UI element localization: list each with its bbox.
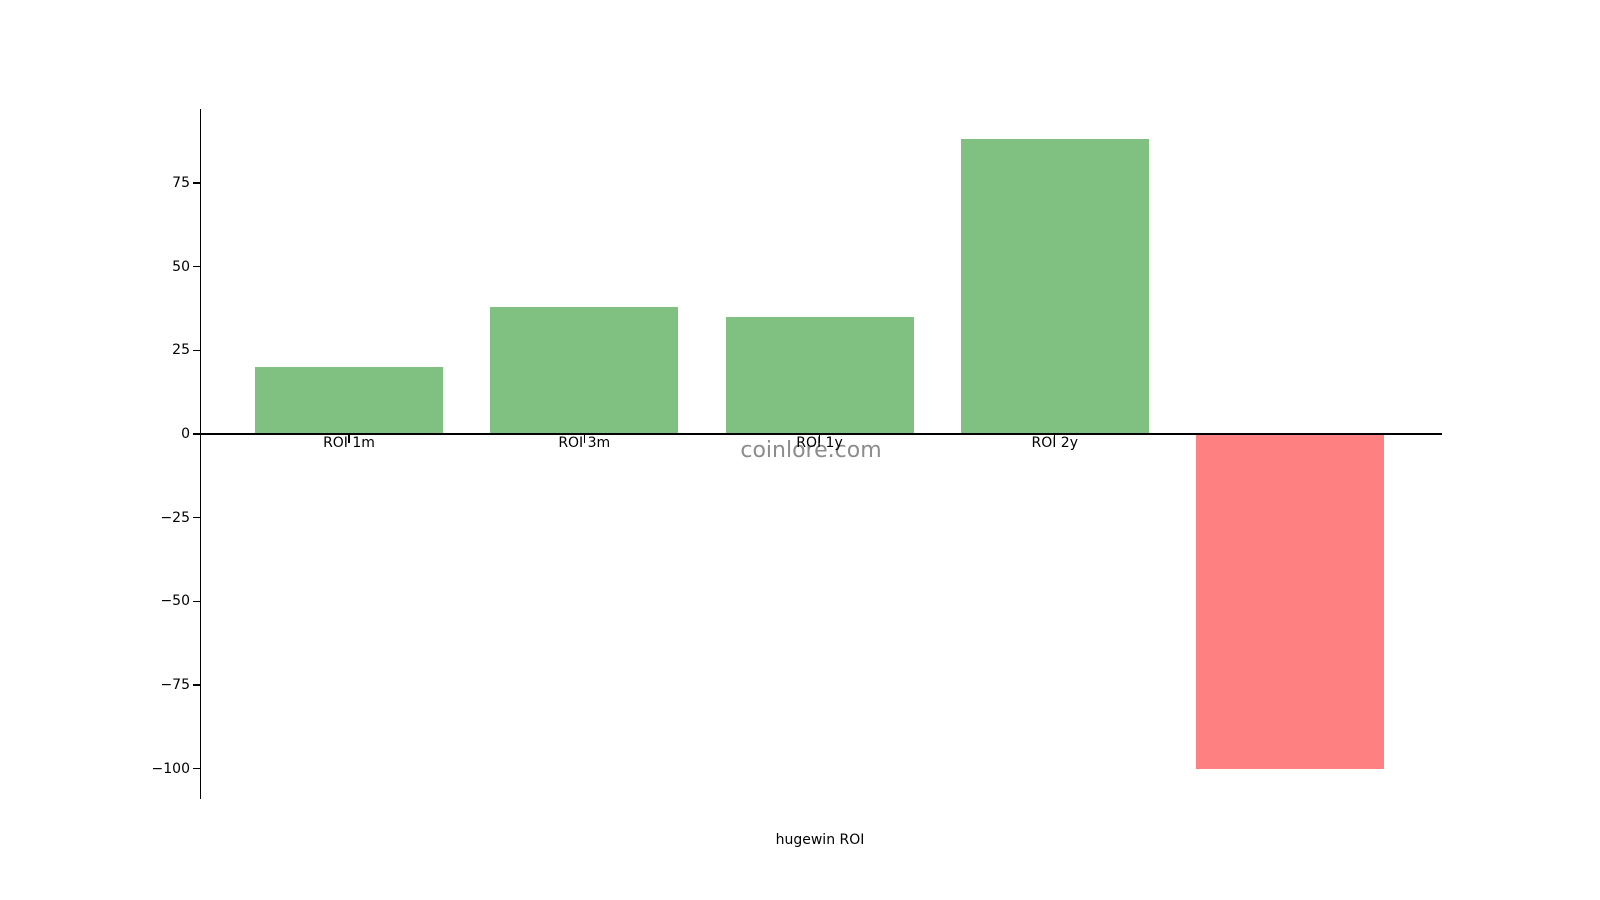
- bar-roi-3m: [490, 306, 679, 434]
- bar-roi-2y: [960, 139, 1149, 434]
- x-tick: [818, 434, 821, 443]
- y-tick-label: 25: [172, 342, 190, 359]
- chart-title: hugewin ROI: [775, 832, 865, 848]
- y-tick: [192, 182, 200, 184]
- y-tick: [192, 349, 200, 351]
- y-tick-label: −75: [160, 677, 190, 693]
- y-tick-label: −50: [160, 593, 190, 610]
- y-tick: [192, 266, 200, 268]
- y-tick: [192, 684, 200, 686]
- x-tick-label: ROI 1m: [323, 435, 375, 451]
- y-axis-spine: [199, 109, 201, 799]
- y-tick-label: −25: [160, 509, 190, 526]
- x-tick: [1054, 434, 1056, 443]
- x-axis-line: [201, 433, 1442, 435]
- y-tick: [192, 433, 200, 435]
- x-tick-label: ROI 3m: [558, 435, 611, 451]
- bar-negative: [1196, 434, 1384, 769]
- bar-roi-1m: [255, 367, 443, 434]
- x-tick: [583, 434, 585, 443]
- coinlore-watermark: coinlore.com: [740, 438, 882, 463]
- y-tick-label: 50: [172, 258, 190, 275]
- y-tick-label: 0: [181, 426, 190, 442]
- y-tick-label: −100: [151, 760, 190, 777]
- y-tick: [192, 600, 200, 602]
- x-tick-label: ROI 1y: [796, 435, 843, 451]
- x-tick: [348, 434, 350, 443]
- y-tick: [192, 517, 200, 519]
- y-tick-label: 75: [172, 174, 190, 191]
- bar-roi-1y: [725, 316, 914, 434]
- x-tick-label: ROI 2y: [1031, 435, 1079, 451]
- y-tick: [192, 768, 200, 770]
